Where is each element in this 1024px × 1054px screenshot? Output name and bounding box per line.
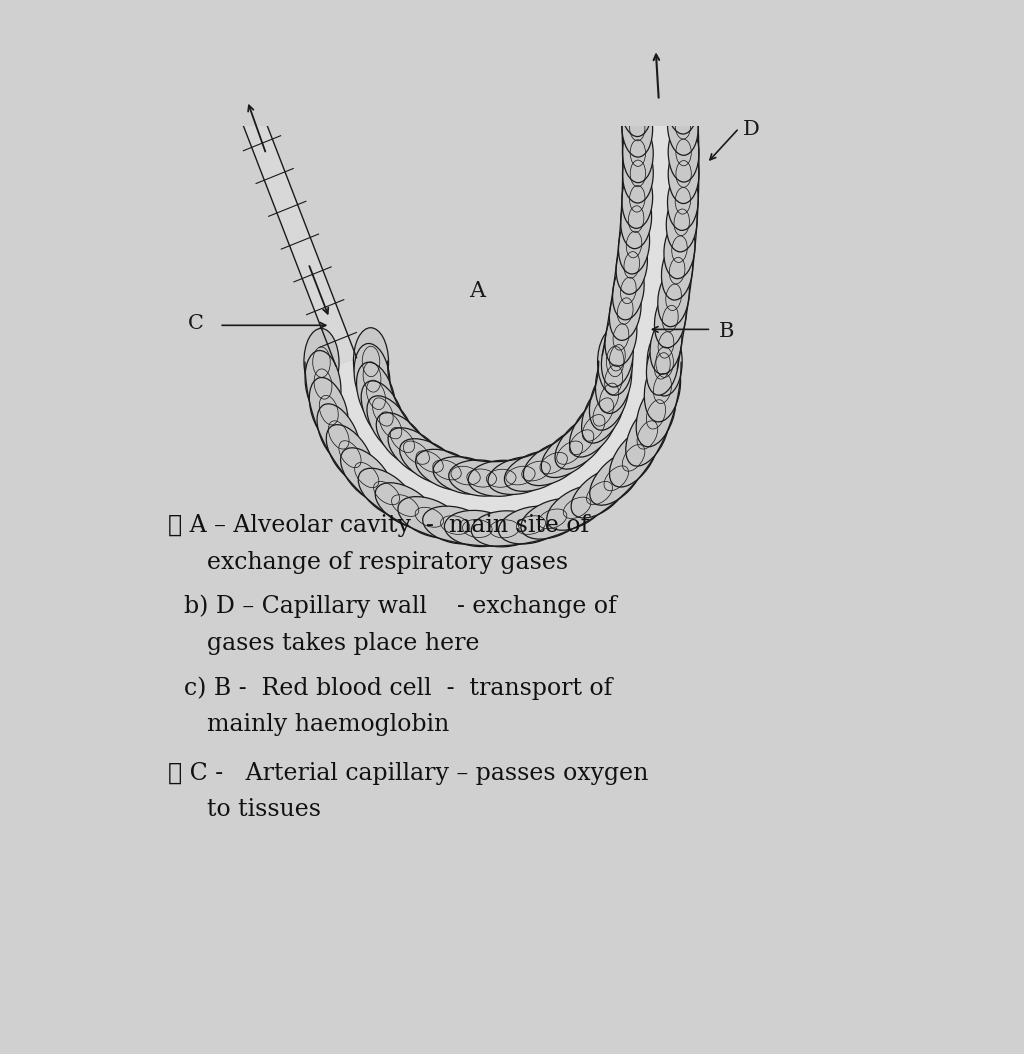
Ellipse shape — [664, 22, 694, 81]
Text: ✔ A – Alveolar cavity  -  main site of: ✔ A – Alveolar cavity - main site of — [168, 514, 589, 538]
Ellipse shape — [668, 171, 698, 231]
Text: exchange of respiratory gases: exchange of respiratory gases — [207, 551, 568, 573]
Ellipse shape — [399, 438, 460, 485]
Ellipse shape — [618, 215, 649, 274]
Ellipse shape — [327, 425, 374, 484]
Ellipse shape — [423, 506, 487, 544]
Ellipse shape — [571, 468, 628, 518]
Ellipse shape — [416, 449, 478, 490]
Ellipse shape — [590, 366, 629, 430]
Ellipse shape — [356, 363, 395, 428]
Ellipse shape — [669, 144, 699, 203]
Ellipse shape — [354, 344, 390, 411]
Ellipse shape — [647, 329, 682, 396]
Ellipse shape — [617, 25, 648, 84]
Text: A: A — [469, 280, 485, 301]
Text: b) D – Capillary wall    - exchange of: b) D – Capillary wall - exchange of — [183, 594, 616, 619]
Ellipse shape — [499, 506, 563, 544]
Ellipse shape — [468, 461, 535, 496]
Text: D: D — [743, 119, 760, 138]
Ellipse shape — [505, 451, 567, 491]
Ellipse shape — [626, 404, 669, 466]
Ellipse shape — [590, 451, 643, 505]
Ellipse shape — [636, 382, 676, 447]
Ellipse shape — [433, 456, 498, 494]
Ellipse shape — [669, 123, 699, 182]
Ellipse shape — [555, 415, 608, 469]
Ellipse shape — [449, 460, 515, 496]
Ellipse shape — [623, 143, 653, 203]
Ellipse shape — [667, 193, 697, 252]
Ellipse shape — [523, 441, 584, 486]
Text: gases takes place here: gases takes place here — [207, 632, 480, 655]
Ellipse shape — [622, 170, 652, 229]
Ellipse shape — [646, 336, 678, 395]
Ellipse shape — [621, 190, 651, 249]
Ellipse shape — [644, 355, 681, 422]
Ellipse shape — [341, 448, 393, 503]
Ellipse shape — [623, 123, 653, 182]
Ellipse shape — [367, 395, 415, 455]
Polygon shape — [602, 51, 699, 369]
Polygon shape — [232, 90, 356, 366]
Ellipse shape — [358, 468, 415, 518]
Ellipse shape — [667, 75, 697, 134]
Ellipse shape — [375, 483, 435, 528]
Text: C: C — [187, 314, 204, 333]
Ellipse shape — [398, 496, 461, 538]
Ellipse shape — [582, 380, 625, 443]
Ellipse shape — [376, 412, 429, 467]
Ellipse shape — [601, 329, 633, 387]
Ellipse shape — [304, 329, 339, 396]
Ellipse shape — [596, 347, 632, 413]
Ellipse shape — [616, 235, 647, 294]
Ellipse shape — [569, 398, 617, 457]
Ellipse shape — [317, 404, 360, 466]
Ellipse shape — [521, 499, 584, 539]
Ellipse shape — [305, 351, 341, 417]
Text: ✘ C -   Arterial capillary – passes oxygen: ✘ C - Arterial capillary – passes oxygen — [168, 762, 648, 785]
Ellipse shape — [620, 52, 650, 111]
Ellipse shape — [650, 315, 682, 374]
Ellipse shape — [668, 96, 698, 155]
Ellipse shape — [547, 485, 607, 530]
Ellipse shape — [471, 511, 538, 547]
Ellipse shape — [609, 281, 641, 340]
Ellipse shape — [353, 328, 388, 395]
Ellipse shape — [388, 428, 444, 477]
Ellipse shape — [662, 241, 693, 300]
Ellipse shape — [657, 268, 689, 327]
Ellipse shape — [542, 428, 598, 477]
Text: to tissues: to tissues — [207, 798, 322, 821]
Ellipse shape — [605, 308, 637, 366]
Ellipse shape — [309, 377, 348, 443]
Ellipse shape — [621, 77, 651, 137]
Ellipse shape — [664, 219, 695, 278]
Ellipse shape — [444, 510, 510, 547]
Ellipse shape — [609, 429, 657, 487]
Text: c) B -  Red blood cell  -  transport of: c) B - Red blood cell - transport of — [183, 676, 612, 700]
Ellipse shape — [665, 48, 695, 108]
Ellipse shape — [654, 289, 686, 348]
Polygon shape — [305, 362, 681, 546]
Text: mainly haemoglobin: mainly haemoglobin — [207, 714, 450, 736]
Ellipse shape — [622, 98, 652, 157]
Ellipse shape — [612, 261, 644, 319]
Ellipse shape — [598, 328, 633, 395]
Text: B: B — [719, 323, 734, 341]
Ellipse shape — [361, 380, 404, 443]
Ellipse shape — [488, 456, 553, 494]
